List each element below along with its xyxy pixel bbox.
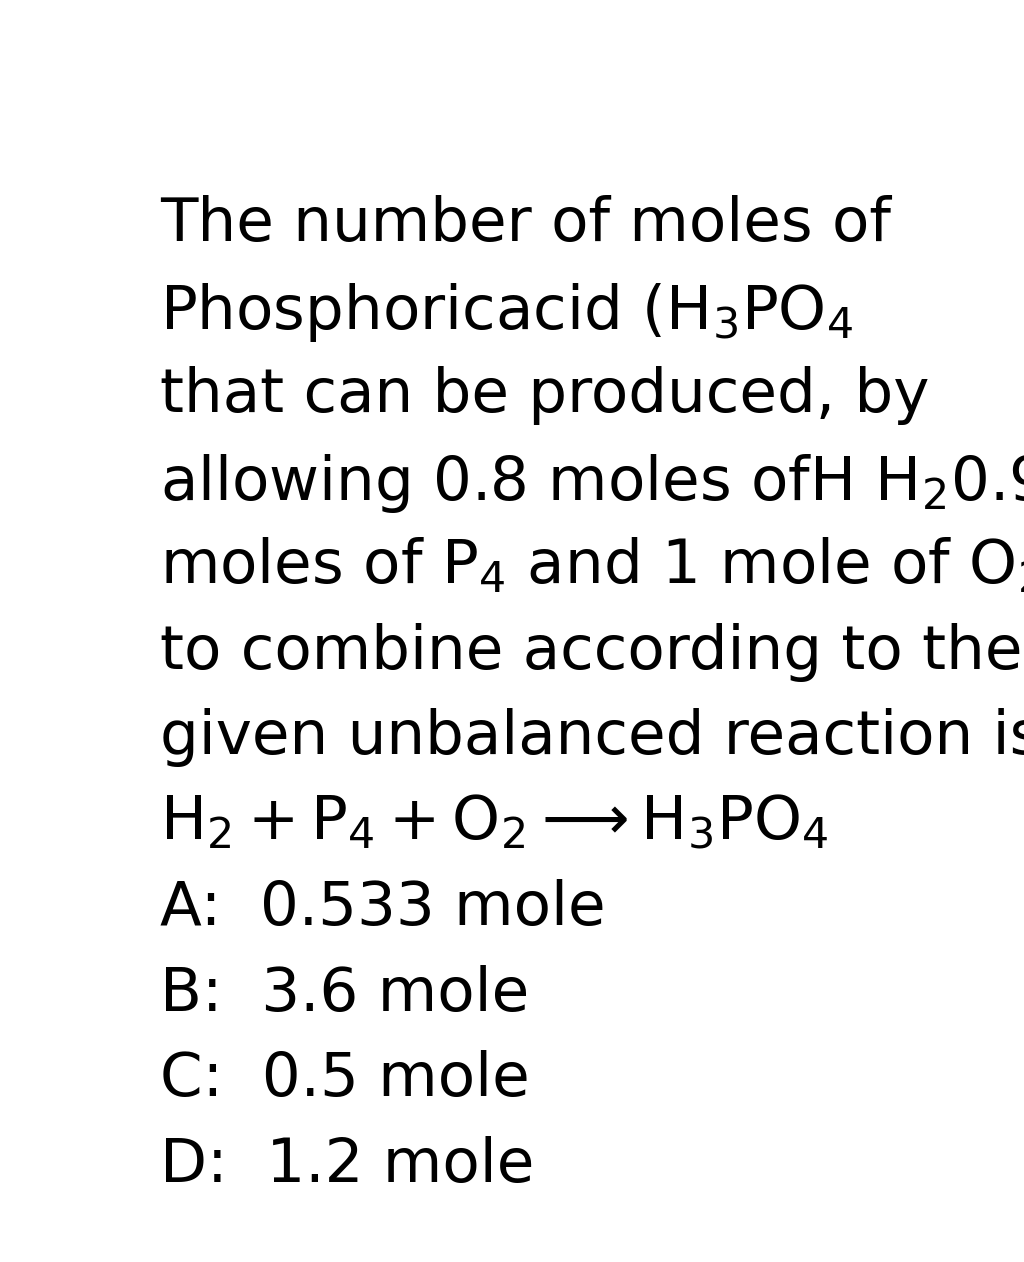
Text: B:  3.6 mole: B: 3.6 mole — [160, 964, 529, 1023]
Text: The number of moles of: The number of moles of — [160, 196, 891, 254]
Text: moles of $\mathrm{P_4}$ and 1 mole of $\mathrm{O_2}$: moles of $\mathrm{P_4}$ and 1 mole of $\… — [160, 538, 1024, 597]
Text: allowing 0.8 moles ofH $\mathrm{H_2}$0.9: allowing 0.8 moles ofH $\mathrm{H_2}$0.9 — [160, 452, 1024, 515]
Text: that can be produced, by: that can be produced, by — [160, 366, 929, 425]
Text: D:  1.2 mole: D: 1.2 mole — [160, 1136, 535, 1195]
Text: C:  0.5 mole: C: 0.5 mole — [160, 1050, 529, 1109]
Text: $\mathrm{H_2 + P_4 + O_2 \longrightarrow H_3PO_4}$: $\mathrm{H_2 + P_4 + O_2 \longrightarrow… — [160, 794, 828, 853]
Text: Phosphoricacid $(\mathrm{H_3PO_4}$: Phosphoricacid $(\mathrm{H_3PO_4}$ — [160, 280, 853, 343]
Text: A:  0.533 mole: A: 0.533 mole — [160, 880, 605, 938]
Text: to combine according to the: to combine according to the — [160, 622, 1022, 681]
Text: given unbalanced reaction is: given unbalanced reaction is — [160, 708, 1024, 767]
